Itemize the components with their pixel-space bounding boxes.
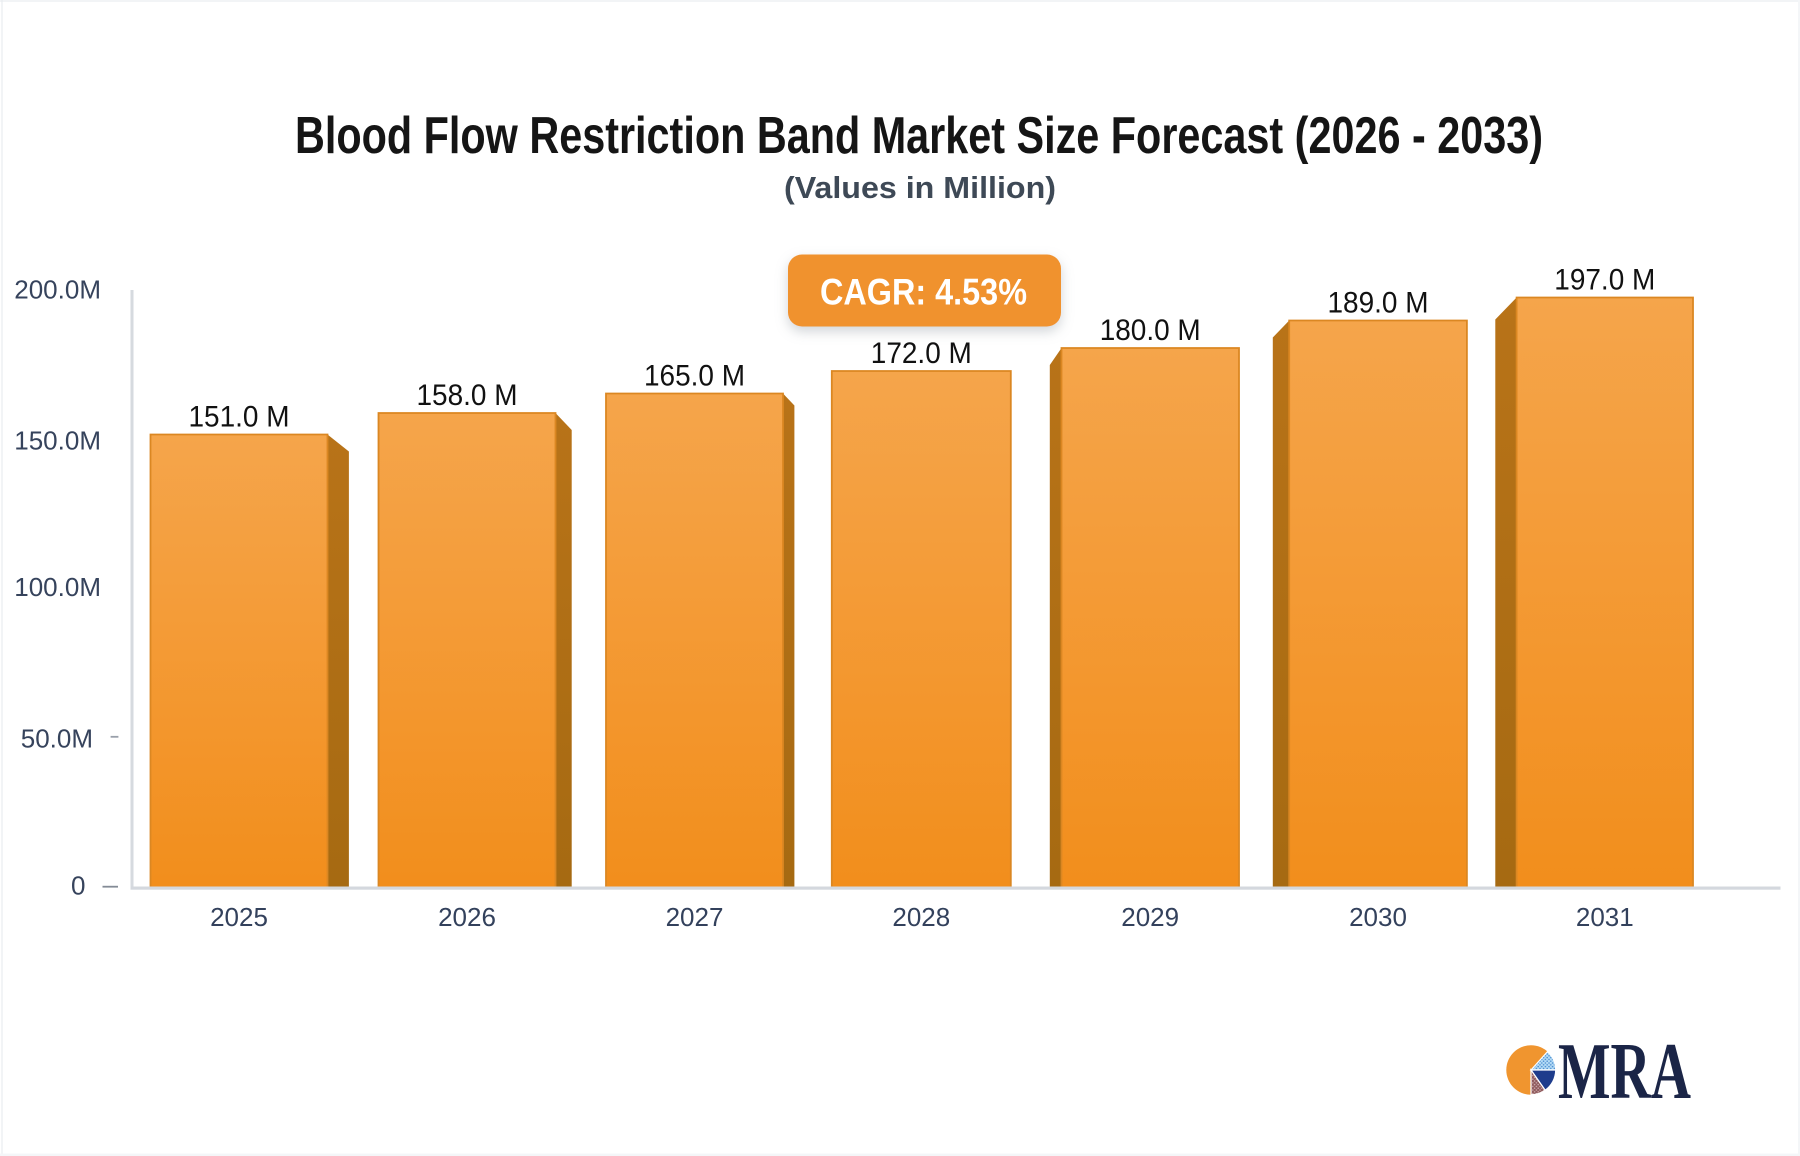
svg-text:2030: 2030 xyxy=(1349,902,1407,932)
svg-text:2028: 2028 xyxy=(892,902,950,932)
svg-text:165.0 M: 165.0 M xyxy=(644,360,745,393)
svg-text:158.0 M: 158.0 M xyxy=(417,379,518,412)
svg-text:100.0M: 100.0M xyxy=(14,572,101,602)
svg-text:189.0 M: 189.0 M xyxy=(1328,287,1429,320)
svg-text:MRA: MRA xyxy=(1558,1026,1691,1116)
svg-text:151.0 M: 151.0 M xyxy=(189,401,290,434)
svg-text:180.0 M: 180.0 M xyxy=(1100,314,1201,347)
svg-text:172.0 M: 172.0 M xyxy=(871,337,972,370)
svg-text:(Values in Million): (Values in Million) xyxy=(784,170,1056,205)
svg-text:50.0M: 50.0M xyxy=(21,724,93,754)
svg-text:2029: 2029 xyxy=(1121,902,1179,932)
svg-text:0: 0 xyxy=(71,871,85,901)
svg-text:CAGR: 4.53%: CAGR: 4.53% xyxy=(820,271,1027,313)
svg-text:2025: 2025 xyxy=(210,902,268,932)
svg-text:2027: 2027 xyxy=(666,902,724,932)
svg-text:197.0 M: 197.0 M xyxy=(1554,264,1655,297)
svg-text:2031: 2031 xyxy=(1576,902,1634,932)
svg-text:150.0M: 150.0M xyxy=(14,426,101,456)
svg-text:200.0M: 200.0M xyxy=(14,275,101,305)
svg-text:Blood Flow Restriction Band Ma: Blood Flow Restriction Band Market Size … xyxy=(295,107,1543,165)
svg-text:2026: 2026 xyxy=(438,902,496,932)
